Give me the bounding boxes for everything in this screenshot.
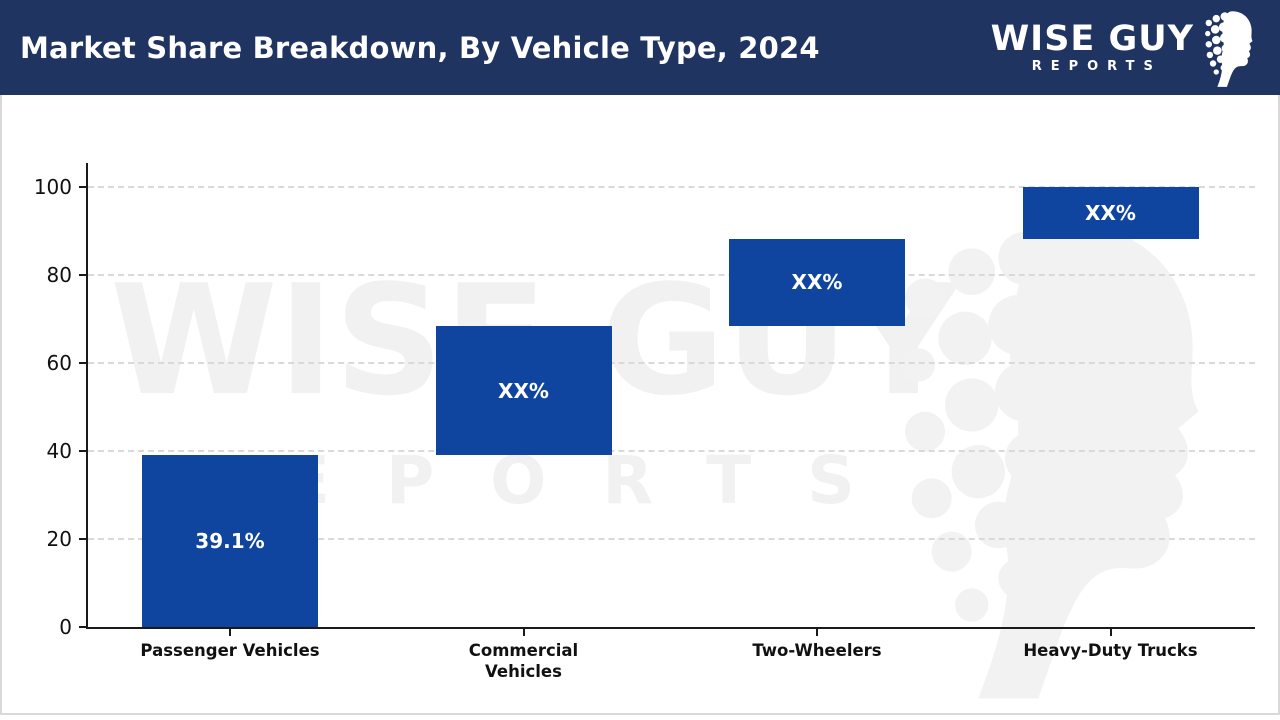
y-axis-line bbox=[86, 163, 88, 629]
bar-segment bbox=[435, 326, 612, 455]
x-tick-mark bbox=[1109, 629, 1112, 636]
y-tick-label: 0 bbox=[59, 615, 72, 639]
logo-wordmark: WISE GUY bbox=[990, 19, 1194, 59]
y-gridline bbox=[88, 450, 1255, 452]
bar-value-label: 39.1% bbox=[195, 528, 265, 553]
logo-text: WISE GUY REPORTS bbox=[990, 19, 1194, 74]
y-tick-label: 40 bbox=[46, 439, 72, 463]
bar-value-label: XX% bbox=[498, 378, 549, 403]
x-axis-label: Heavy-Duty Trucks bbox=[1023, 641, 1198, 660]
y-tick-mark bbox=[79, 538, 87, 540]
y-tick-mark bbox=[79, 626, 87, 628]
y-gridline bbox=[88, 538, 1255, 540]
wise-guy-reports-logo: WISE GUY REPORTS bbox=[991, 8, 1254, 88]
y-tick-mark bbox=[79, 186, 87, 188]
y-gridline bbox=[88, 186, 1255, 188]
page-title: Market Share Breakdown, By Vehicle Type,… bbox=[20, 30, 820, 65]
y-tick-label: 20 bbox=[46, 527, 72, 551]
y-tick-mark bbox=[79, 450, 87, 452]
bar-value-label: XX% bbox=[1085, 200, 1136, 225]
y-gridline bbox=[88, 362, 1255, 364]
bar-value-label: XX% bbox=[791, 270, 843, 295]
logo-subtitle: REPORTS bbox=[1031, 59, 1162, 74]
x-axis-label: Two-Wheelers bbox=[752, 641, 882, 660]
y-tick-mark bbox=[79, 274, 87, 276]
bar-segment bbox=[729, 238, 905, 327]
y-tick-label: 100 bbox=[33, 175, 72, 199]
y-tick-mark bbox=[79, 362, 87, 364]
y-gridline bbox=[88, 274, 1255, 276]
header-bar: Market Share Breakdown, By Vehicle Type,… bbox=[0, 0, 1280, 95]
x-tick-mark bbox=[816, 629, 818, 636]
x-axis-line bbox=[86, 627, 1255, 629]
x-tick-mark bbox=[229, 629, 231, 636]
bar-segment bbox=[142, 454, 318, 627]
dotted-head-icon bbox=[1205, 10, 1253, 87]
x-tick-mark bbox=[522, 629, 525, 636]
y-tick-label: 60 bbox=[46, 351, 72, 375]
x-axis-label: Passenger Vehicles bbox=[140, 641, 320, 660]
bar-segment bbox=[1022, 187, 1199, 239]
x-axis-label: Commercial Vehicles bbox=[468, 641, 579, 681]
y-tick-label: 80 bbox=[46, 263, 72, 287]
